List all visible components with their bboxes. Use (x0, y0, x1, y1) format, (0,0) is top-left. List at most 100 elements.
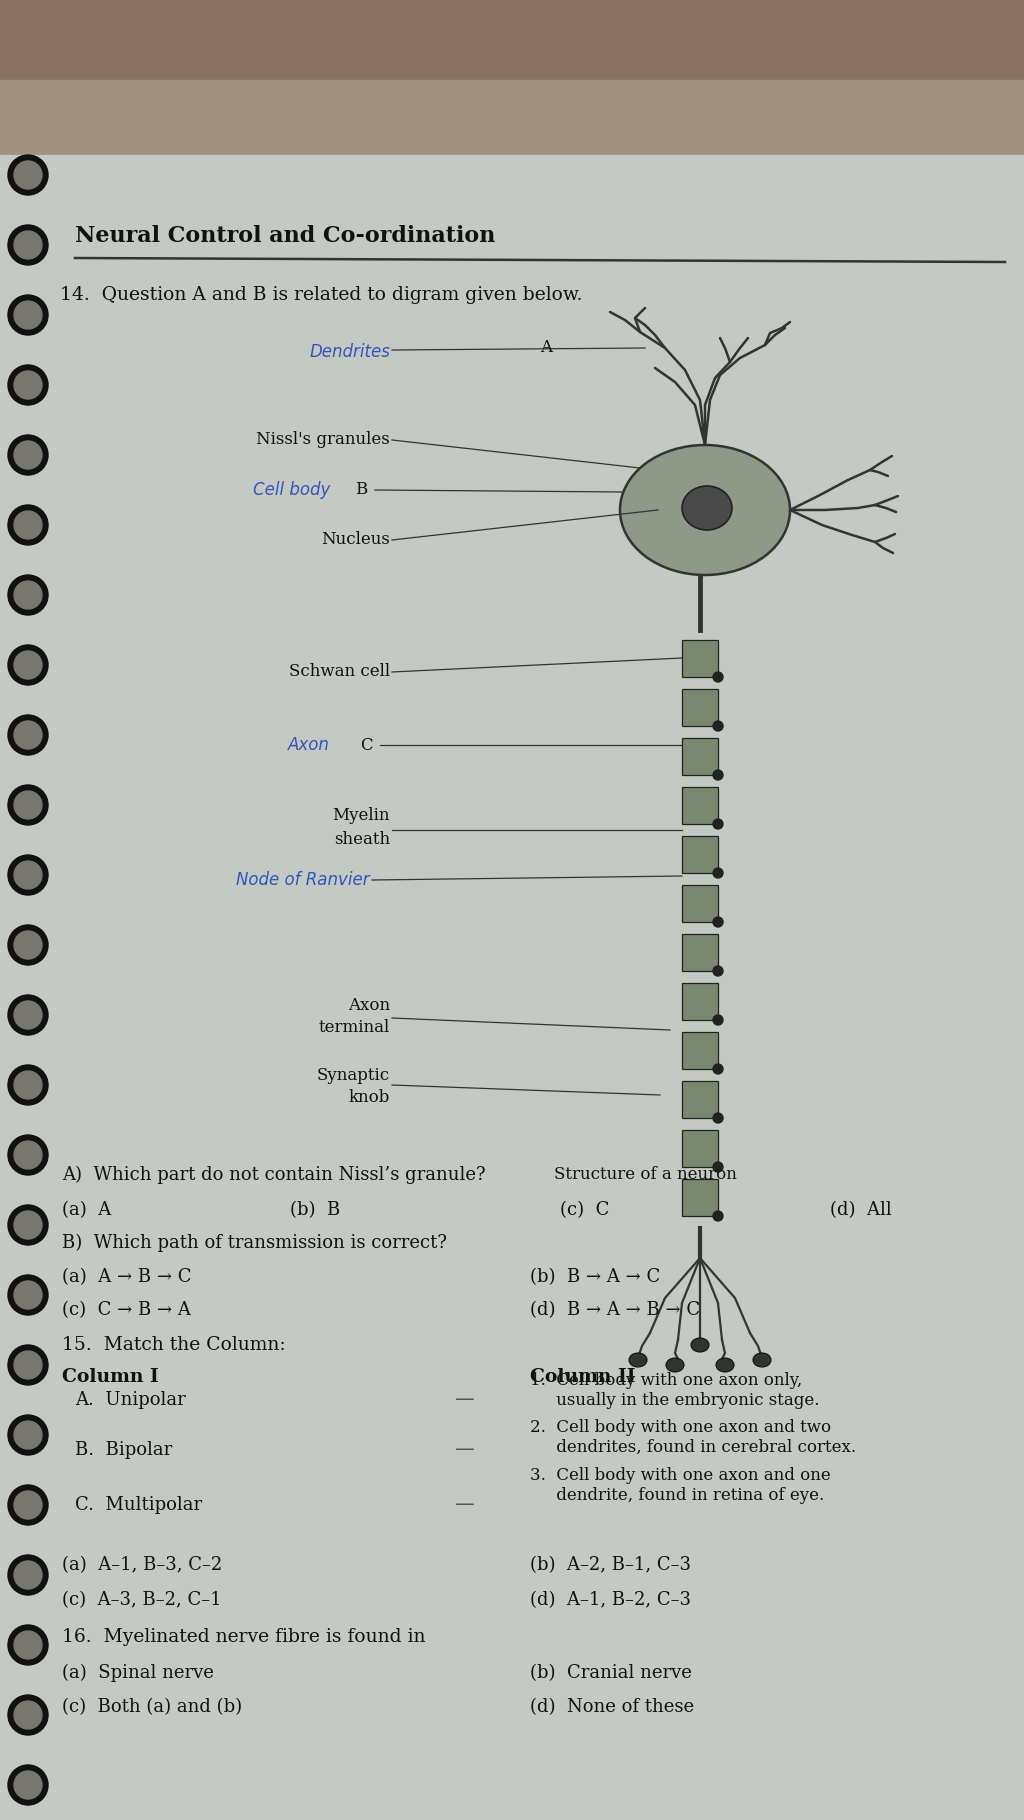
Text: C.  Multipolar: C. Multipolar (75, 1496, 202, 1514)
Circle shape (713, 1161, 723, 1172)
Text: —: — (455, 1494, 475, 1514)
Text: 16.  Myelinated nerve fibre is found in: 16. Myelinated nerve fibre is found in (62, 1629, 426, 1645)
Circle shape (713, 1210, 723, 1221)
Circle shape (713, 1016, 723, 1025)
Circle shape (8, 996, 48, 1036)
Bar (682, 1081, 718, 1117)
Text: —: — (455, 1440, 475, 1460)
Circle shape (8, 1554, 48, 1594)
Bar (682, 1130, 718, 1167)
Circle shape (14, 792, 42, 819)
Text: 2.  Cell body with one axon and two
     dendrites, found in cerebral cortex.: 2. Cell body with one axon and two dendr… (530, 1420, 856, 1456)
Circle shape (14, 1562, 42, 1589)
Circle shape (14, 371, 42, 399)
Circle shape (14, 652, 42, 679)
Circle shape (14, 1070, 42, 1099)
Circle shape (14, 1702, 42, 1729)
Circle shape (8, 784, 48, 824)
Text: (b)  B: (b) B (290, 1201, 340, 1219)
Text: B: B (355, 482, 368, 499)
Text: terminal: terminal (318, 1019, 390, 1037)
Text: A.  Unipolar: A. Unipolar (75, 1390, 185, 1409)
Circle shape (8, 366, 48, 406)
Circle shape (8, 1485, 48, 1525)
Text: Synaptic: Synaptic (316, 1067, 390, 1083)
Text: Nucleus: Nucleus (322, 531, 390, 548)
Text: (a)  A–1, B–3, C–2: (a) A–1, B–3, C–2 (62, 1556, 222, 1574)
Text: (c)  Both (a) and (b): (c) Both (a) and (b) (62, 1698, 242, 1716)
Circle shape (14, 511, 42, 539)
Text: 15.  Match the Column:: 15. Match the Column: (62, 1336, 286, 1354)
Ellipse shape (620, 446, 790, 575)
Text: Neural Control and Co-ordination: Neural Control and Co-ordination (75, 226, 496, 248)
Text: (c)  C: (c) C (560, 1201, 609, 1219)
Circle shape (713, 770, 723, 781)
Text: Schwan cell: Schwan cell (289, 664, 390, 681)
Circle shape (14, 300, 42, 329)
Text: —: — (455, 1390, 475, 1409)
Circle shape (14, 1421, 42, 1449)
Circle shape (8, 1694, 48, 1734)
Bar (682, 690, 718, 726)
Circle shape (8, 435, 48, 475)
Bar (682, 934, 718, 972)
Text: 1.  Cell body with one axon only,
     usually in the embryonic stage.: 1. Cell body with one axon only, usually… (530, 1372, 819, 1409)
Text: (d)  B → A → B → C: (d) B → A → B → C (530, 1301, 700, 1320)
Text: (b)  Cranial nerve: (b) Cranial nerve (530, 1663, 692, 1682)
Circle shape (14, 932, 42, 959)
Circle shape (8, 1136, 48, 1176)
Circle shape (14, 440, 42, 470)
Circle shape (713, 966, 723, 976)
Circle shape (713, 819, 723, 828)
Text: Column II: Column II (530, 1369, 636, 1387)
Text: knob: knob (348, 1090, 390, 1107)
Circle shape (14, 1631, 42, 1660)
Circle shape (14, 1141, 42, 1168)
Circle shape (14, 160, 42, 189)
Text: (a)  Spinal nerve: (a) Spinal nerve (62, 1663, 214, 1682)
Text: Node of Ranvier: Node of Ranvier (237, 872, 370, 888)
Ellipse shape (691, 1338, 709, 1352)
Ellipse shape (666, 1358, 684, 1372)
Text: A)  Which part do not contain Nissl’s granule?: A) Which part do not contain Nissl’s gra… (62, 1167, 485, 1185)
Bar (682, 737, 718, 775)
Circle shape (8, 925, 48, 965)
Circle shape (8, 1205, 48, 1245)
Text: (a)  A: (a) A (62, 1201, 112, 1219)
Ellipse shape (716, 1358, 734, 1372)
Text: Column I: Column I (62, 1369, 159, 1387)
Text: (d)  None of these: (d) None of these (530, 1698, 694, 1716)
Circle shape (8, 155, 48, 195)
Circle shape (8, 1414, 48, 1454)
Text: (a)  A → B → C: (a) A → B → C (62, 1269, 191, 1287)
Text: Cell body: Cell body (253, 480, 330, 499)
Circle shape (14, 721, 42, 750)
Ellipse shape (682, 486, 732, 530)
Circle shape (14, 581, 42, 610)
Bar (682, 1179, 718, 1216)
Text: Structure of a neuron: Structure of a neuron (554, 1167, 736, 1183)
Text: Dendrites: Dendrites (309, 342, 390, 360)
Text: (d)  A–1, B–2, C–3: (d) A–1, B–2, C–3 (530, 1591, 691, 1609)
Circle shape (8, 1345, 48, 1385)
Bar (682, 835, 718, 874)
Circle shape (14, 231, 42, 258)
Text: sheath: sheath (334, 832, 390, 848)
Text: Nissl's granules: Nissl's granules (256, 431, 390, 448)
Circle shape (8, 226, 48, 266)
Circle shape (14, 1491, 42, 1520)
Circle shape (14, 1281, 42, 1309)
Text: 14.  Question A and B is related to digram given below.: 14. Question A and B is related to digra… (60, 286, 583, 304)
Circle shape (8, 1276, 48, 1316)
Bar (682, 983, 718, 1019)
Text: C: C (360, 737, 373, 753)
Bar (0, 80, 1024, 155)
Bar (0, 0, 1024, 155)
Circle shape (8, 644, 48, 684)
Text: (d)  All: (d) All (830, 1201, 892, 1219)
Text: (c)  C → B → A: (c) C → B → A (62, 1301, 190, 1320)
Circle shape (713, 1114, 723, 1123)
Text: B.  Bipolar: B. Bipolar (75, 1441, 172, 1460)
Text: (b)  B → A → C: (b) B → A → C (530, 1269, 660, 1287)
Circle shape (14, 861, 42, 888)
